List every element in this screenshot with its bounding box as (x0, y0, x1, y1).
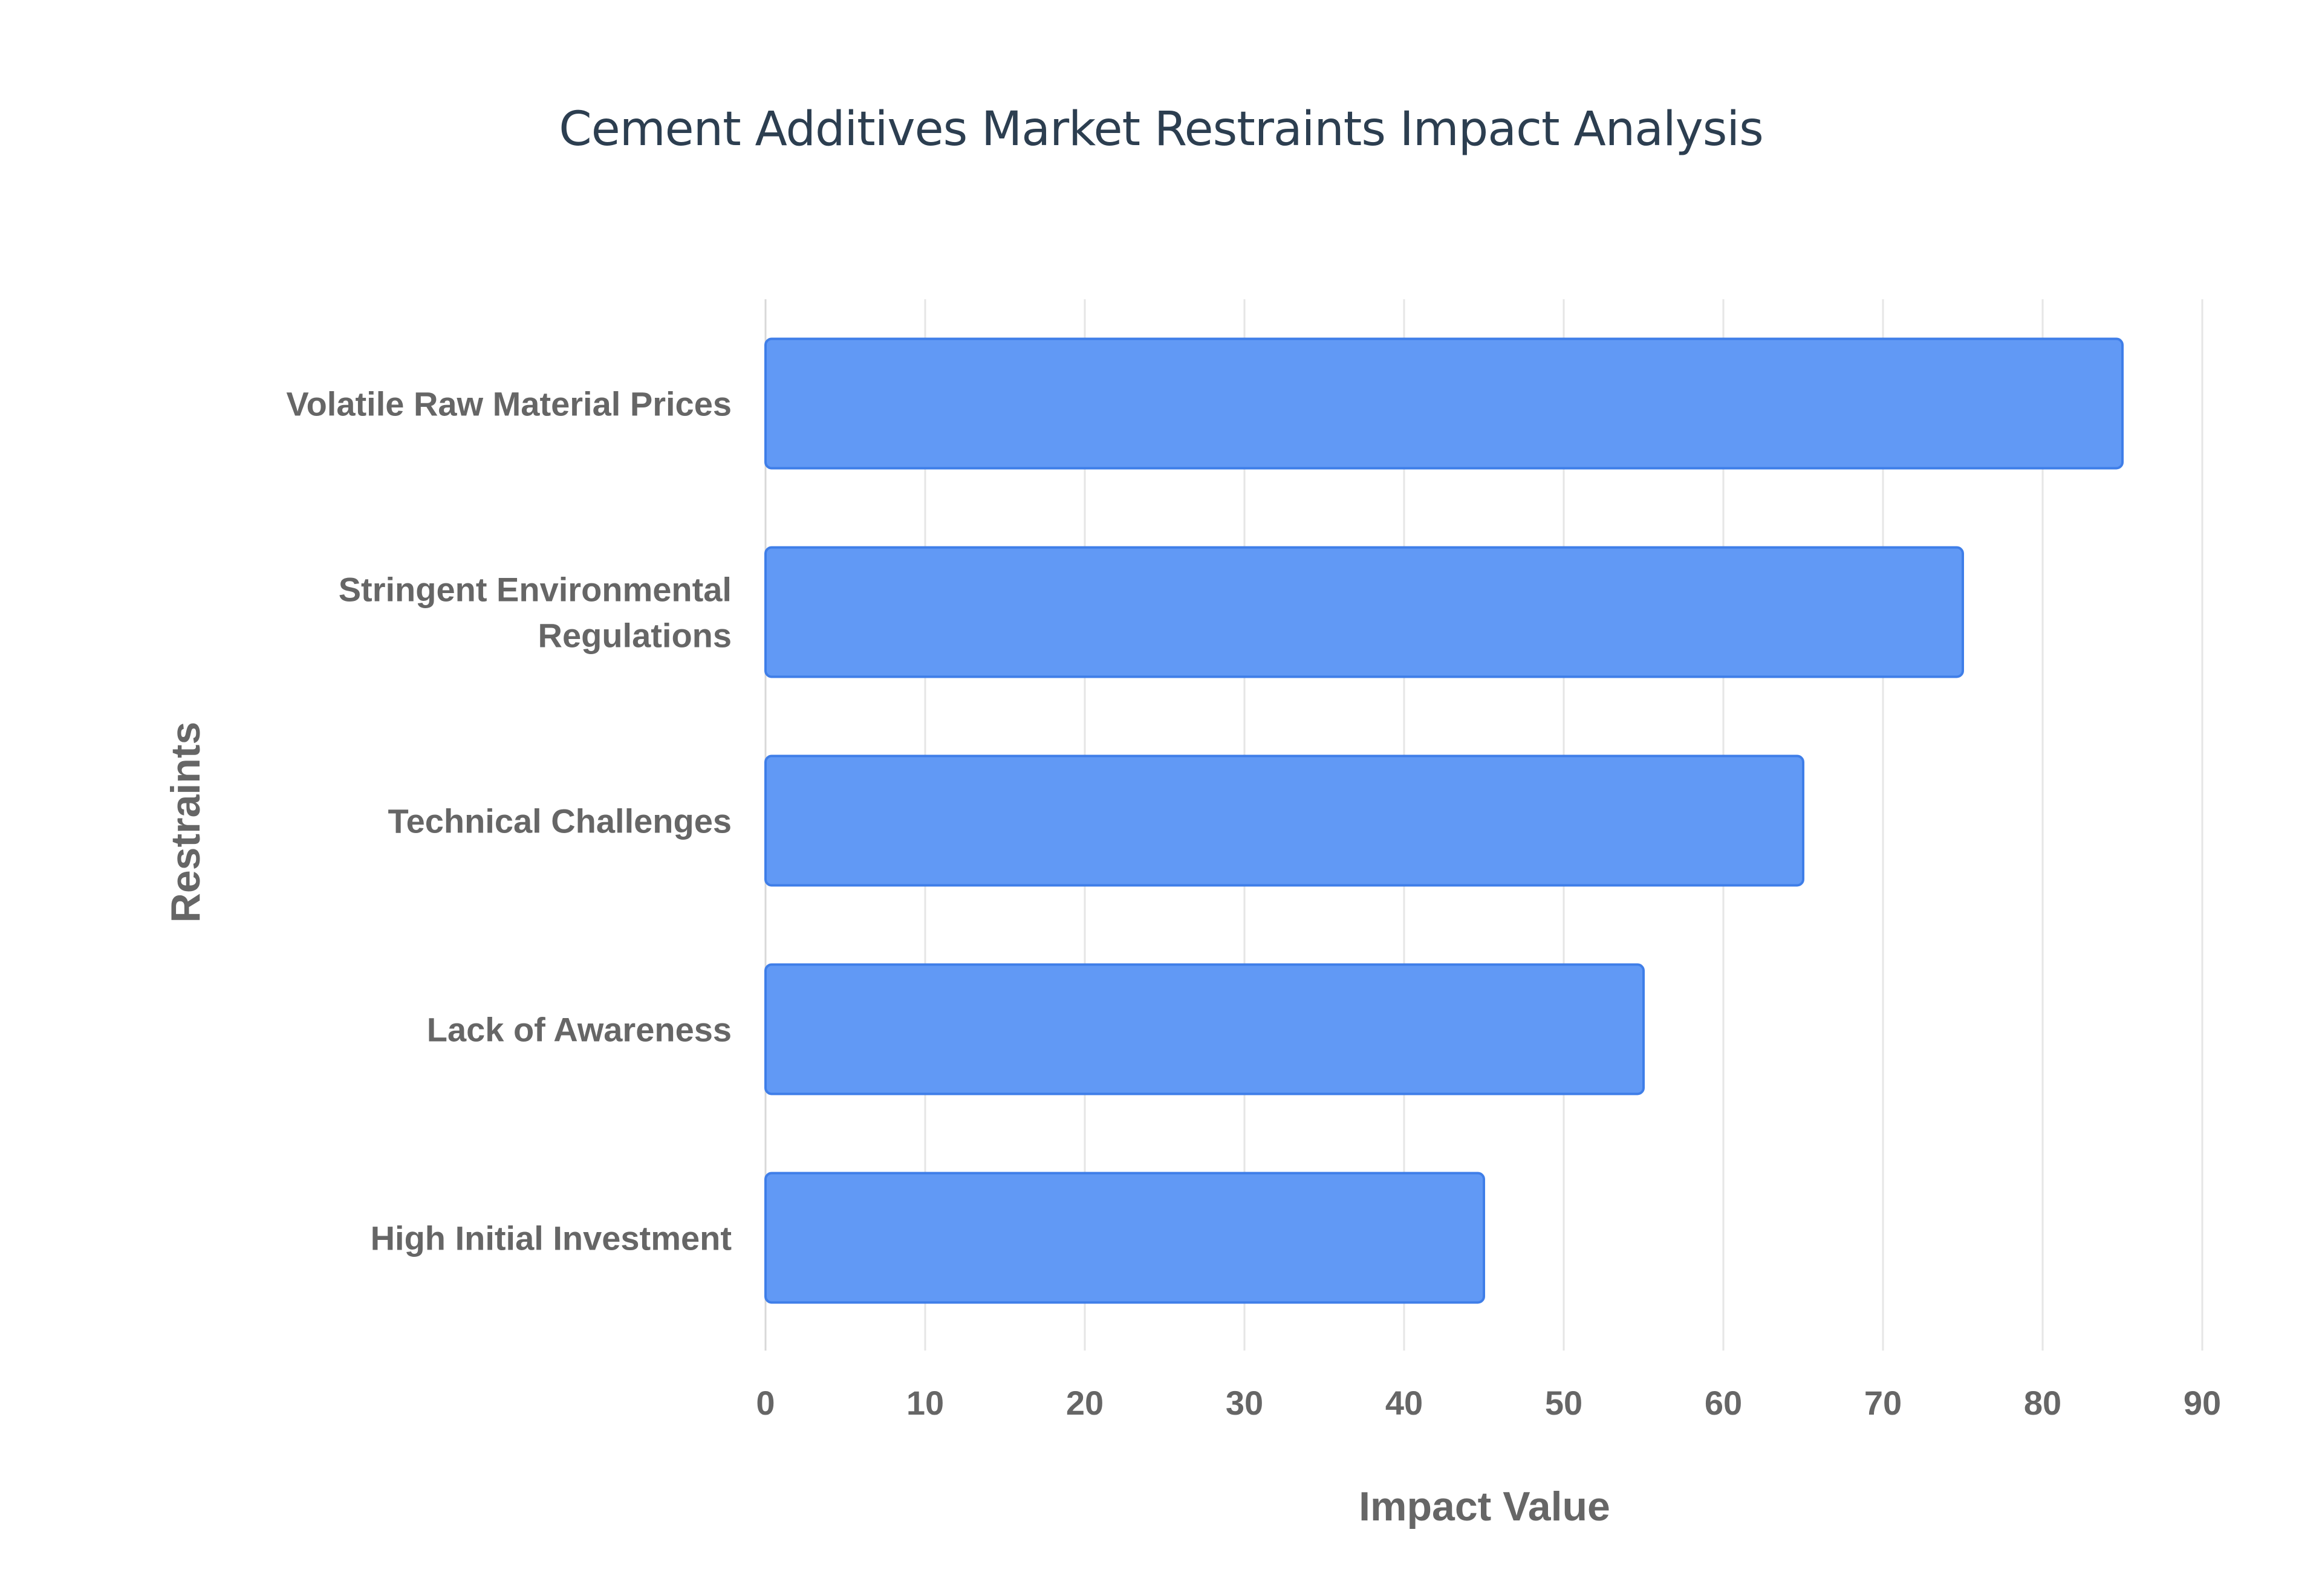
y-axis-tick-labels: Volatile Raw Material Prices Stringent En… (286, 385, 732, 1257)
y-tick-label: Volatile Raw Material Prices (286, 385, 732, 423)
x-axis-title: Impact Value (1359, 1484, 1610, 1529)
bar (764, 546, 1964, 678)
x-tick-label: 50 (1545, 1384, 1582, 1422)
bar (764, 754, 1804, 887)
y-tick-label: Stringent Environmental Regulations (339, 571, 732, 655)
y-tick-label: Lack of Awareness (427, 1011, 732, 1049)
x-tick-label: 90 (2184, 1384, 2221, 1422)
x-tick-label: 0 (756, 1384, 775, 1422)
y-axis-title: Restraints (163, 722, 209, 923)
x-tick-label: 20 (1066, 1384, 1104, 1422)
bar (764, 1172, 1485, 1304)
bar (764, 337, 2124, 470)
x-tick-label: 40 (1385, 1384, 1423, 1422)
y-tick-label: Technical Challenges (388, 802, 732, 840)
x-tick-label: 30 (1226, 1384, 1263, 1422)
x-tick-label: 10 (906, 1384, 944, 1422)
bar (764, 963, 1645, 1095)
x-axis-tick-labels: 0 10 20 30 40 50 60 70 80 90 (756, 1384, 2221, 1422)
x-tick-label: 70 (1864, 1384, 1902, 1422)
chart-title: Cement Additives Market Restraints Impac… (559, 102, 1763, 157)
x-tick-label: 60 (1705, 1384, 1742, 1422)
x-tick-label: 80 (2024, 1384, 2061, 1422)
bars (764, 337, 2124, 1304)
y-tick-label: High Initial Investment (371, 1219, 732, 1257)
